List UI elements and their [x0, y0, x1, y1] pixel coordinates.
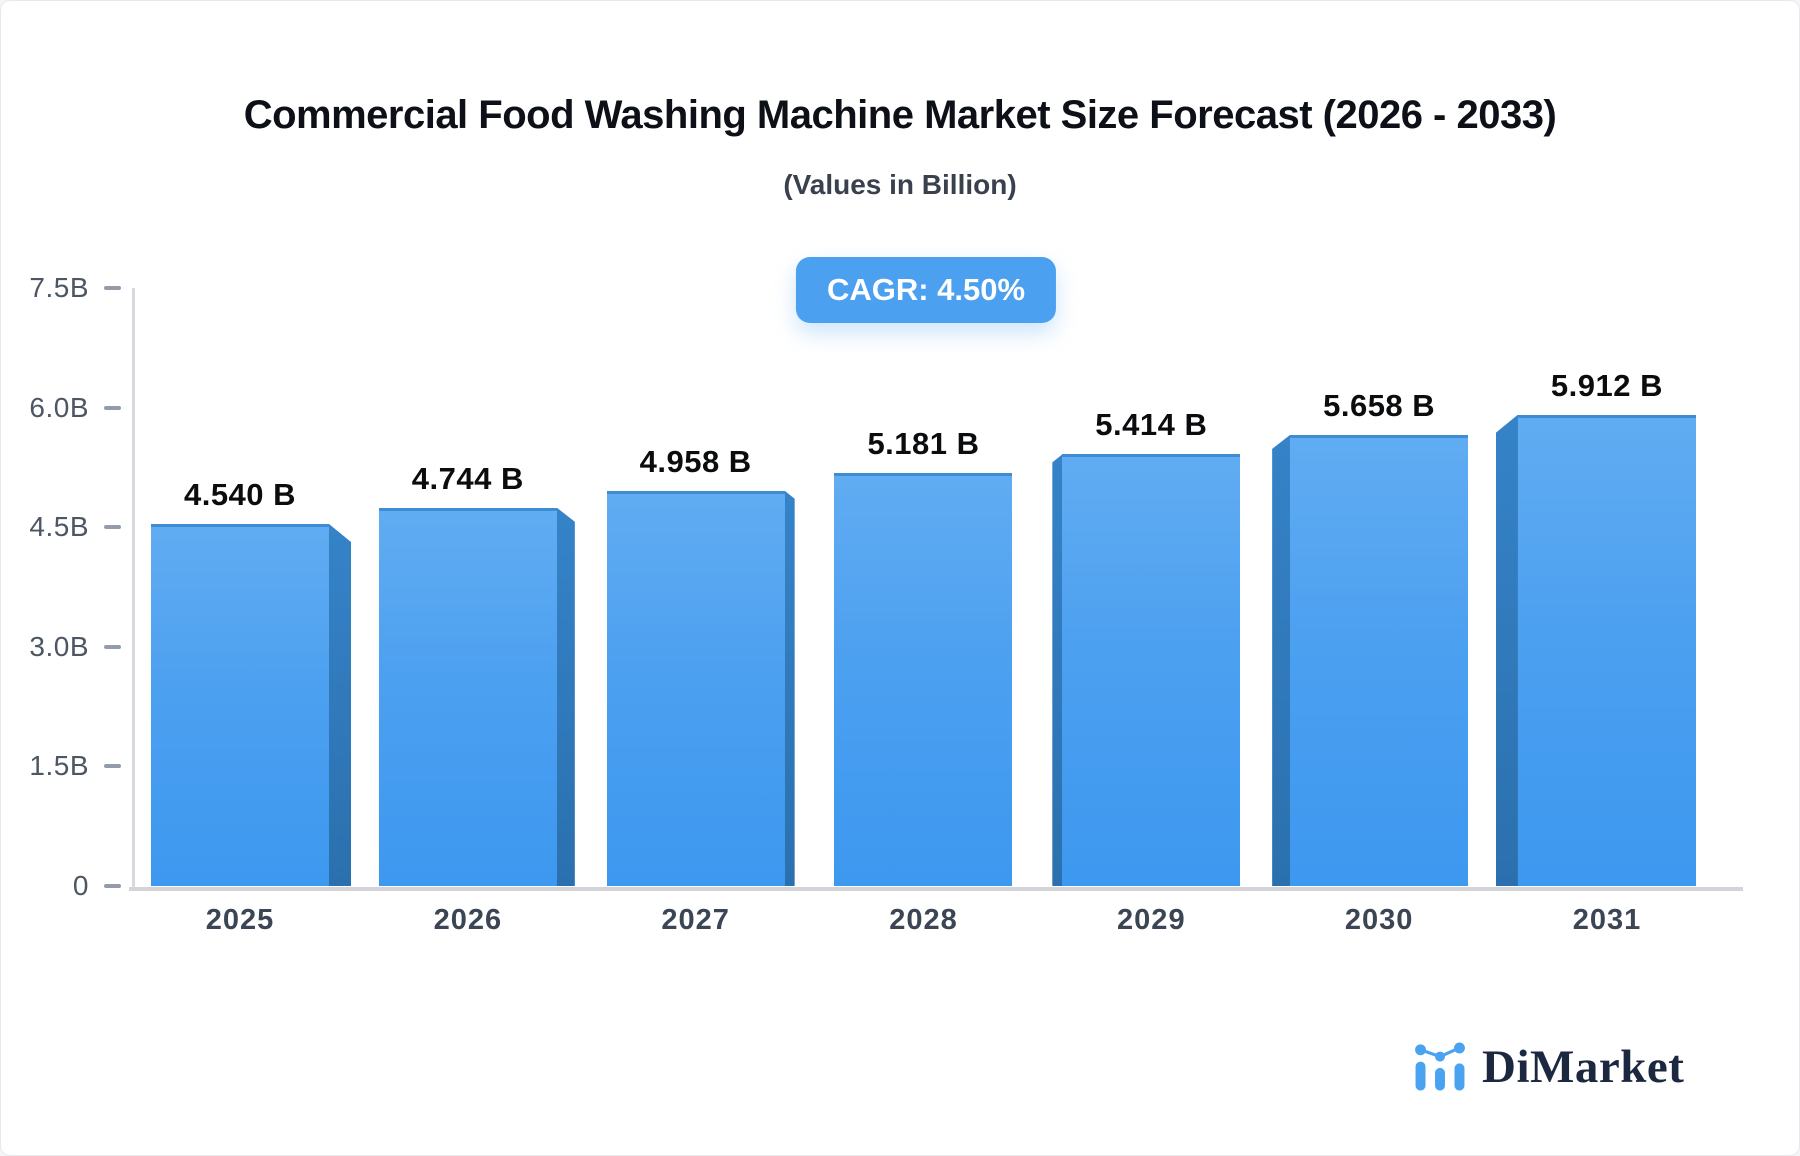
- x-axis-label-2031: 2031: [1572, 904, 1642, 936]
- x-axis-label-2027: 2027: [661, 904, 730, 936]
- bar-value-label: 5.181 B: [867, 425, 980, 461]
- bar-group-2029: 5.414 B 2029: [1052, 288, 1241, 936]
- bar-2026[interactable]: [378, 507, 575, 886]
- x-axis-label-2026: 2026: [433, 904, 503, 936]
- bar-3d-side: [1495, 414, 1518, 886]
- bar-group-2027: 4.958 B 2027: [606, 288, 795, 936]
- y-tick: 3.0B: [1, 631, 121, 663]
- bar-3d-side: [1272, 434, 1291, 886]
- plot-area: 7.5B 6.0B 4.5B 3.0B 1.5B 0 4.540 B 2025: [1, 272, 1799, 936]
- bar-group-2028: 5.181 B 2028: [834, 288, 1013, 936]
- x-axis-label-2030: 2030: [1344, 904, 1414, 936]
- bar-group-2025: 4.540 B 2025: [151, 288, 351, 936]
- y-tick: 0: [1, 870, 121, 902]
- y-tick-mark: [104, 764, 121, 769]
- y-tick: 1.5B: [1, 750, 121, 782]
- y-tick-mark: [104, 884, 121, 888]
- bar-face: [1290, 434, 1469, 886]
- y-tick-label: 4.5B: [29, 511, 89, 543]
- y-tick-mark: [104, 644, 121, 649]
- y-tick-label: 3.0B: [29, 630, 89, 662]
- x-axis-line: [129, 887, 1743, 891]
- y-tick-mark: [104, 405, 121, 410]
- bar-2031[interactable]: [1495, 414, 1696, 886]
- bar-face: [834, 472, 1013, 886]
- y-tick-label: 6.0B: [29, 391, 89, 423]
- x-axis-label-2028: 2028: [889, 904, 958, 936]
- bar-face: [1517, 414, 1696, 886]
- bar-3d-side: [556, 507, 575, 886]
- x-axis-label-2025: 2025: [205, 904, 275, 936]
- bar-face: [151, 524, 329, 886]
- bar-value-label: 5.414 B: [1095, 407, 1208, 443]
- y-tick-label: 0: [72, 870, 89, 901]
- y-tick-label: 1.5B: [29, 750, 89, 782]
- x-axis-label-2029: 2029: [1117, 904, 1186, 936]
- bar-value-label: 4.744 B: [411, 460, 524, 496]
- bar-2027[interactable]: [606, 490, 795, 886]
- y-tick: 4.5B: [1, 511, 121, 543]
- bar-2030[interactable]: [1272, 434, 1469, 886]
- y-tick-label: 7.5B: [29, 272, 89, 303]
- bar-value-label: 5.912 B: [1550, 367, 1664, 403]
- y-tick-mark: [104, 525, 121, 530]
- bar-face: [1062, 454, 1241, 886]
- bar-value-label: 5.658 B: [1323, 387, 1436, 423]
- y-axis-line: [132, 288, 135, 889]
- bar-face: [378, 507, 557, 886]
- bar-value-label: 4.958 B: [639, 443, 752, 479]
- mini-bar-chart-logo-icon: [1415, 1042, 1465, 1091]
- bar-2028[interactable]: [834, 472, 1013, 886]
- bar-group-2026: 4.744 B 2026: [378, 288, 575, 936]
- bar-3d-side: [784, 490, 795, 886]
- bars-row: 4.540 B 2025 4.744 B 2026 4.958 B: [151, 288, 1696, 936]
- cagr-badge: CAGR: 4.50%: [795, 257, 1057, 323]
- bar-2029[interactable]: [1052, 454, 1241, 886]
- bar-face: [606, 490, 785, 886]
- bar-group-2030: 5.658 B 2030: [1272, 288, 1469, 936]
- bar-group-2031: 5.912 B 2031: [1495, 288, 1696, 936]
- brand-name: DiMarket: [1482, 1041, 1685, 1093]
- y-tick: 7.5B: [1, 272, 121, 304]
- chart-title: Commercial Food Washing Machine Market S…: [243, 93, 1557, 137]
- y-tick-mark: [104, 286, 121, 290]
- bar-2025[interactable]: [151, 524, 351, 886]
- chart-subtitle: (Values in Billion): [783, 169, 1017, 200]
- bar-value-label: 4.540 B: [183, 477, 297, 513]
- bar-3d-side: [1052, 454, 1063, 886]
- brand-logo: DiMarket: [1411, 1038, 1684, 1096]
- y-tick: 6.0B: [1, 392, 121, 424]
- bar-3d-side: [329, 524, 351, 886]
